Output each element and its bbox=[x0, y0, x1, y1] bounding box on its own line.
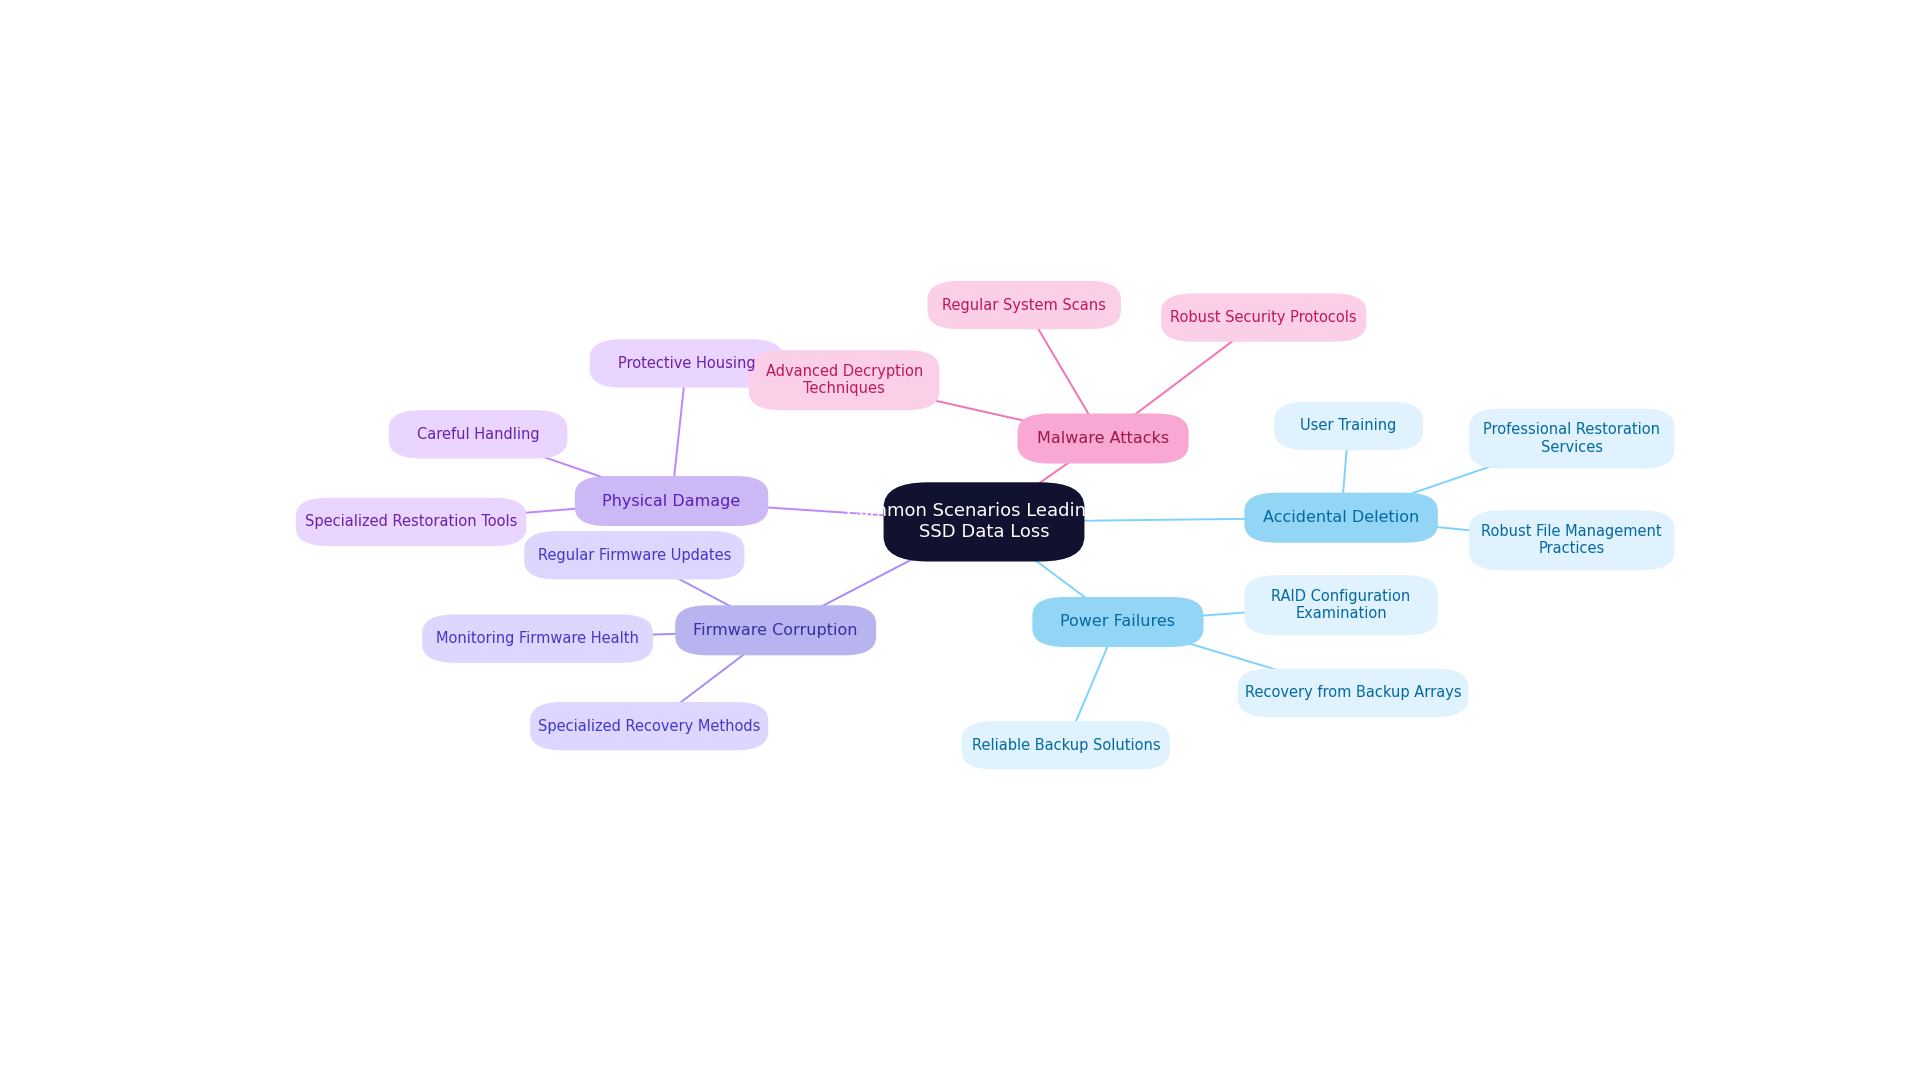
Text: Professional Restoration
Services: Professional Restoration Services bbox=[1484, 422, 1661, 455]
FancyBboxPatch shape bbox=[1469, 408, 1674, 469]
FancyBboxPatch shape bbox=[1238, 668, 1469, 717]
Text: Common Scenarios Leading to
SSD Data Loss: Common Scenarios Leading to SSD Data Los… bbox=[847, 503, 1121, 542]
Text: Monitoring Firmware Health: Monitoring Firmware Health bbox=[436, 631, 639, 647]
FancyBboxPatch shape bbox=[574, 477, 768, 526]
Text: Robust Security Protocols: Robust Security Protocols bbox=[1171, 310, 1357, 325]
FancyBboxPatch shape bbox=[1469, 510, 1674, 571]
FancyBboxPatch shape bbox=[524, 531, 745, 579]
FancyBboxPatch shape bbox=[589, 339, 783, 388]
Text: User Training: User Training bbox=[1300, 418, 1396, 433]
Text: Regular System Scans: Regular System Scans bbox=[943, 298, 1106, 313]
Text: Power Failures: Power Failures bbox=[1060, 614, 1175, 629]
Text: Protective Housing: Protective Housing bbox=[618, 356, 755, 371]
Text: Specialized Restoration Tools: Specialized Restoration Tools bbox=[305, 514, 516, 530]
FancyBboxPatch shape bbox=[530, 702, 768, 751]
FancyBboxPatch shape bbox=[1244, 493, 1438, 543]
Text: RAID Configuration
Examination: RAID Configuration Examination bbox=[1271, 589, 1411, 622]
FancyBboxPatch shape bbox=[1275, 402, 1423, 451]
Text: Physical Damage: Physical Damage bbox=[603, 494, 741, 509]
Text: Firmware Corruption: Firmware Corruption bbox=[693, 623, 858, 638]
FancyBboxPatch shape bbox=[1033, 597, 1204, 647]
FancyBboxPatch shape bbox=[388, 410, 568, 458]
Text: Reliable Backup Solutions: Reliable Backup Solutions bbox=[972, 738, 1160, 753]
Text: Robust File Management
Practices: Robust File Management Practices bbox=[1482, 524, 1663, 557]
FancyBboxPatch shape bbox=[676, 605, 876, 655]
FancyBboxPatch shape bbox=[422, 614, 653, 663]
FancyBboxPatch shape bbox=[1162, 293, 1367, 342]
FancyBboxPatch shape bbox=[927, 280, 1121, 329]
Text: Careful Handling: Careful Handling bbox=[417, 427, 540, 442]
FancyBboxPatch shape bbox=[962, 721, 1169, 770]
Text: Malware Attacks: Malware Attacks bbox=[1037, 431, 1169, 446]
FancyBboxPatch shape bbox=[883, 482, 1085, 561]
Text: Accidental Deletion: Accidental Deletion bbox=[1263, 510, 1419, 525]
Text: Advanced Decryption
Techniques: Advanced Decryption Techniques bbox=[766, 364, 924, 396]
Text: Recovery from Backup Arrays: Recovery from Backup Arrays bbox=[1244, 686, 1461, 701]
FancyBboxPatch shape bbox=[749, 350, 939, 410]
Text: Specialized Recovery Methods: Specialized Recovery Methods bbox=[538, 719, 760, 733]
FancyBboxPatch shape bbox=[1244, 575, 1438, 636]
FancyBboxPatch shape bbox=[1018, 414, 1188, 464]
Text: Regular Firmware Updates: Regular Firmware Updates bbox=[538, 548, 732, 563]
FancyBboxPatch shape bbox=[296, 498, 526, 546]
